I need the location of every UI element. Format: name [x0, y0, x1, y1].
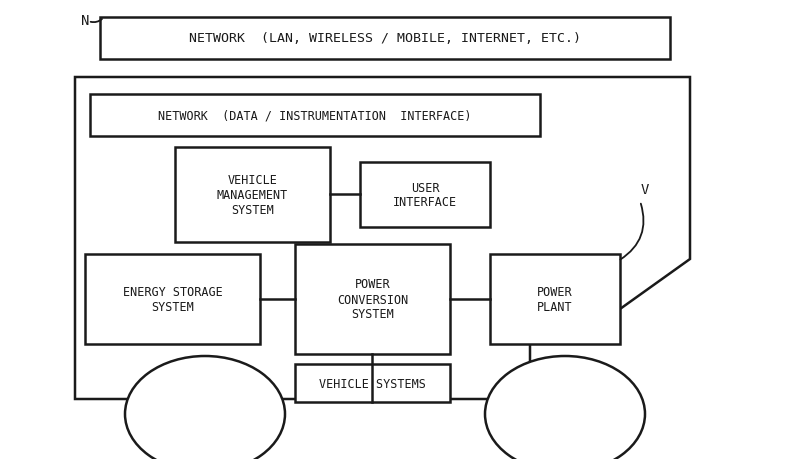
- Text: POWER
PLANT: POWER PLANT: [537, 285, 573, 313]
- Bar: [175, 148, 330, 242]
- Text: ENERGY STORAGE
SYSTEM: ENERGY STORAGE SYSTEM: [123, 285, 223, 313]
- Bar: [85, 254, 260, 344]
- Bar: [295, 245, 450, 354]
- Bar: [360, 162, 490, 228]
- Text: POWER
CONVERSION
SYSTEM: POWER CONVERSION SYSTEM: [337, 278, 408, 321]
- Ellipse shape: [485, 356, 645, 459]
- Bar: [490, 254, 620, 344]
- Text: NETWORK  (DATA / INSTRUMENTATION  INTERFACE): NETWORK (DATA / INSTRUMENTATION INTERFAC…: [158, 109, 472, 122]
- Text: VEHICLE SYSTEMS: VEHICLE SYSTEMS: [319, 377, 426, 390]
- Text: V: V: [641, 183, 650, 196]
- Text: VEHICLE
MANAGEMENT
SYSTEM: VEHICLE MANAGEMENT SYSTEM: [217, 174, 288, 217]
- Polygon shape: [75, 78, 690, 399]
- Text: N: N: [81, 14, 89, 28]
- Text: NETWORK  (LAN, WIRELESS / MOBILE, INTERNET, ETC.): NETWORK (LAN, WIRELESS / MOBILE, INTERNE…: [189, 33, 581, 45]
- Text: USER
INTERFACE: USER INTERFACE: [393, 181, 457, 209]
- Ellipse shape: [125, 356, 285, 459]
- Bar: [100, 18, 670, 60]
- Bar: [295, 364, 450, 402]
- Bar: [90, 95, 540, 137]
